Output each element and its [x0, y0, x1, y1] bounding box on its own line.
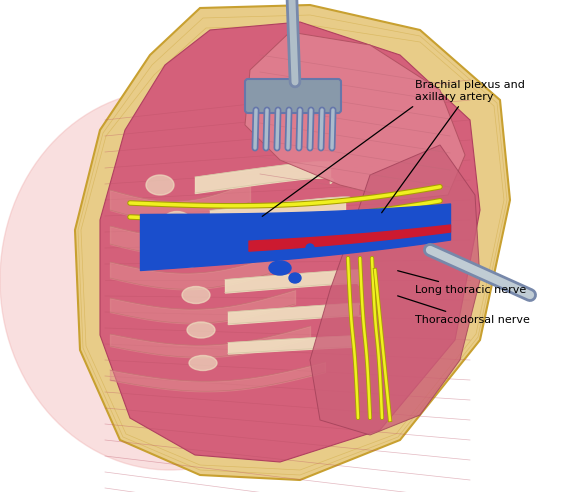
Ellipse shape: [189, 356, 217, 370]
Ellipse shape: [306, 244, 314, 252]
Ellipse shape: [146, 175, 174, 195]
Polygon shape: [245, 32, 465, 200]
FancyBboxPatch shape: [245, 79, 341, 113]
Ellipse shape: [187, 322, 215, 338]
Ellipse shape: [0, 90, 340, 470]
Text: Brachial plexus and
axillary artery: Brachial plexus and axillary artery: [382, 80, 525, 213]
Text: Long thoracic nerve: Long thoracic nerve: [398, 271, 526, 295]
Polygon shape: [100, 22, 480, 462]
Ellipse shape: [289, 273, 301, 283]
Ellipse shape: [163, 212, 191, 230]
Ellipse shape: [182, 286, 210, 304]
Polygon shape: [75, 5, 510, 480]
Ellipse shape: [269, 261, 291, 275]
Polygon shape: [310, 145, 480, 435]
Text: Thoracodorsal nerve: Thoracodorsal nerve: [398, 296, 530, 325]
Ellipse shape: [175, 249, 203, 267]
